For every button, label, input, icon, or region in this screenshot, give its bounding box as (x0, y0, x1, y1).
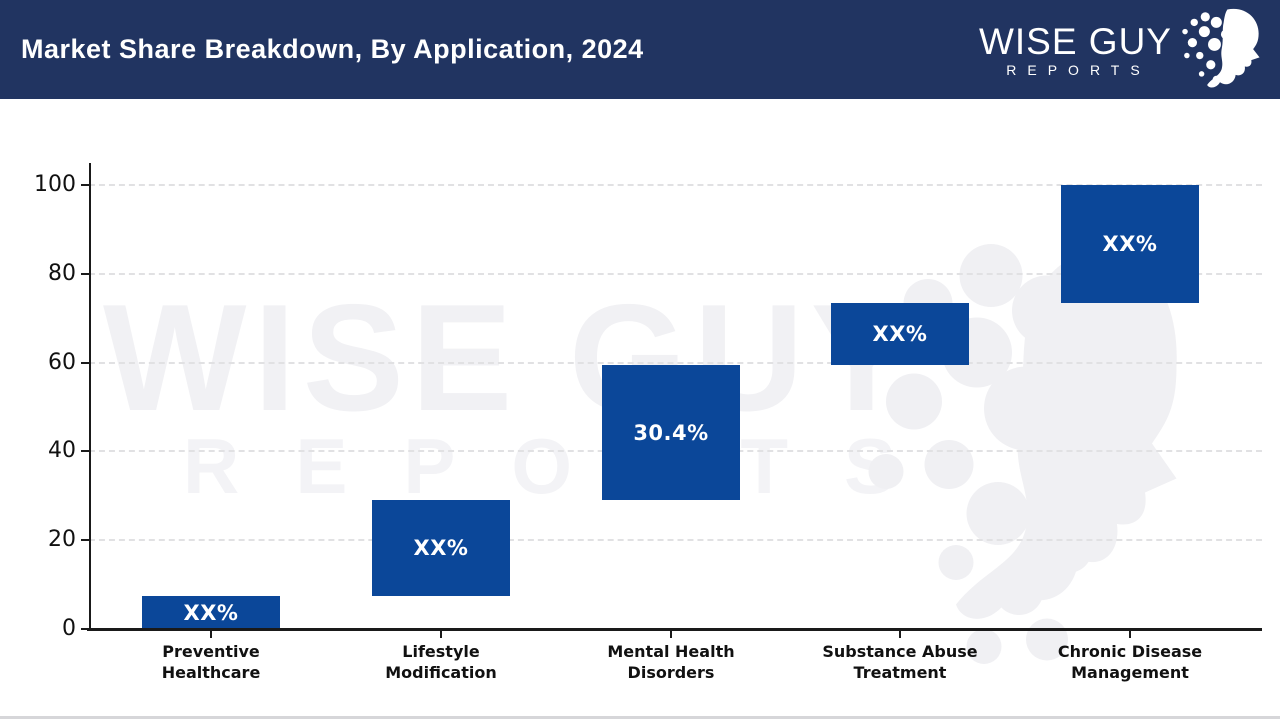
bar-lifestyle-modification: XX% (372, 500, 510, 597)
bar-chronic-disease-management: XX% (1061, 185, 1199, 304)
gridline-80 (89, 272, 1262, 275)
y-tick-label-60: 60 (48, 349, 76, 375)
x-tick-2 (670, 631, 672, 638)
watermark-wordmark: WISE GUY (103, 273, 920, 443)
watermark-subtitle: REPORTS (183, 422, 953, 510)
y-tick-100 (81, 184, 89, 186)
y-tick-0 (81, 628, 89, 630)
x-tick-label-2: Mental Health Disorders (607, 642, 735, 682)
bar-mental-health-disorders: 30.4% (602, 365, 740, 501)
chart-canvas: WISE GUY REPORTS 0 20 40 60 80 100 XX% Preventi… (0, 99, 1280, 717)
y-tick-label-80: 80 (48, 260, 76, 286)
x-tick-4 (1129, 631, 1131, 638)
x-tick-3 (899, 631, 901, 638)
bar-value-label: 30.4% (633, 420, 709, 445)
bar-value-label: XX% (183, 600, 239, 625)
header-bar: Market Share Breakdown, By Application, … (0, 0, 1280, 99)
y-tick-20 (81, 539, 89, 542)
logo-text: WISE GUY REPORTS (979, 23, 1172, 77)
dotted-head-logo-icon (1182, 8, 1260, 87)
gridline-60 (89, 361, 1262, 364)
gridline-100 (89, 184, 1262, 186)
gridline-20 (89, 539, 1262, 542)
x-axis-line (87, 628, 1262, 631)
y-tick-label-100: 100 (34, 172, 76, 197)
y-tick-label-0: 0 (62, 616, 76, 641)
x-tick-label-4: Chronic Disease Management (1057, 642, 1203, 682)
x-tick-1 (440, 631, 442, 638)
y-tick-60 (81, 361, 89, 364)
wise-guy-reports-logo: WISE GUY REPORTS (979, 4, 1280, 96)
bar-value-label: XX% (413, 536, 469, 561)
logo-subtitle: REPORTS (1006, 61, 1151, 78)
bar-value-label: XX% (872, 322, 928, 347)
x-tick-label-0: Preventive Healthcare (161, 642, 261, 682)
x-tick-label-1: Lifestyle Modification (385, 642, 497, 682)
x-tick-label-3: Substance Abuse Treatment (822, 642, 978, 682)
logo-wordmark: WISE GUY (978, 20, 1172, 62)
y-tick-label-40: 40 (48, 438, 76, 464)
bar-value-label: XX% (1102, 232, 1158, 257)
bar-substance-abuse-treatment: XX% (831, 303, 969, 366)
y-tick-label-20: 20 (48, 527, 76, 553)
y-axis-line (89, 163, 91, 631)
y-tick-40 (81, 450, 89, 453)
bar-preventive-healthcare: XX% (142, 596, 280, 629)
y-tick-80 (81, 272, 89, 275)
x-tick-0 (210, 631, 212, 638)
page-title: Market Share Breakdown, By Application, … (21, 34, 644, 64)
footer-rule (0, 716, 1280, 719)
